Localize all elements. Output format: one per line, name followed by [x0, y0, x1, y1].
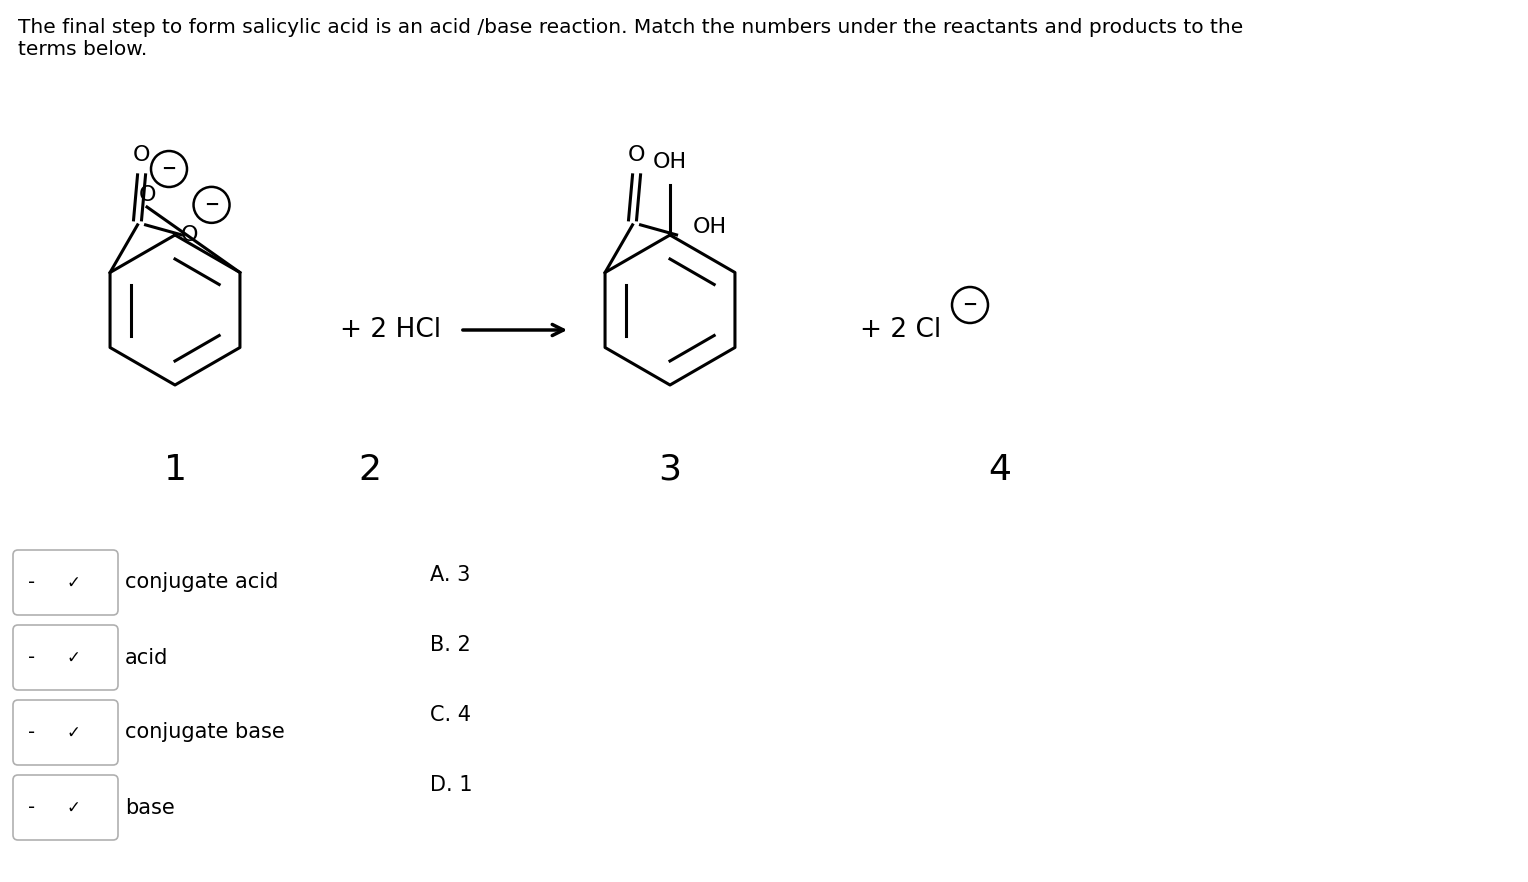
Text: O: O [138, 185, 156, 205]
Text: The final step to form salicylic acid is an acid /base reaction. Match the numbe: The final step to form salicylic acid is… [18, 18, 1244, 59]
Text: + 2 HCl: + 2 HCl [341, 317, 442, 343]
Text: −: − [162, 160, 177, 178]
FancyBboxPatch shape [14, 700, 118, 765]
Text: C. 4: C. 4 [429, 705, 471, 725]
Text: conjugate base: conjugate base [125, 722, 284, 743]
Text: 3: 3 [659, 453, 681, 487]
FancyBboxPatch shape [14, 550, 118, 615]
Text: -: - [28, 723, 35, 742]
Text: −: − [203, 196, 219, 213]
Text: OH: OH [692, 217, 727, 237]
FancyBboxPatch shape [14, 775, 118, 840]
Text: -: - [28, 798, 35, 817]
Text: base: base [125, 797, 174, 818]
Text: + 2 Cl: + 2 Cl [860, 317, 941, 343]
Text: acid: acid [125, 647, 168, 668]
FancyBboxPatch shape [14, 625, 118, 690]
Text: O: O [133, 145, 150, 165]
Text: OH: OH [652, 152, 688, 172]
Text: 1: 1 [163, 453, 186, 487]
Text: -: - [28, 573, 35, 592]
Text: -: - [28, 648, 35, 667]
Text: O: O [180, 225, 199, 245]
Text: 4: 4 [989, 453, 1012, 487]
Text: 2: 2 [359, 453, 382, 487]
Text: ✓: ✓ [66, 648, 79, 667]
Text: ✓: ✓ [66, 573, 79, 592]
Text: ✓: ✓ [66, 798, 79, 817]
Text: −: − [963, 296, 978, 314]
Text: ✓: ✓ [66, 723, 79, 742]
Text: O: O [628, 145, 645, 165]
Text: A. 3: A. 3 [429, 565, 471, 585]
Text: B. 2: B. 2 [429, 635, 471, 655]
Text: D. 1: D. 1 [429, 775, 472, 795]
Text: conjugate acid: conjugate acid [125, 572, 278, 593]
